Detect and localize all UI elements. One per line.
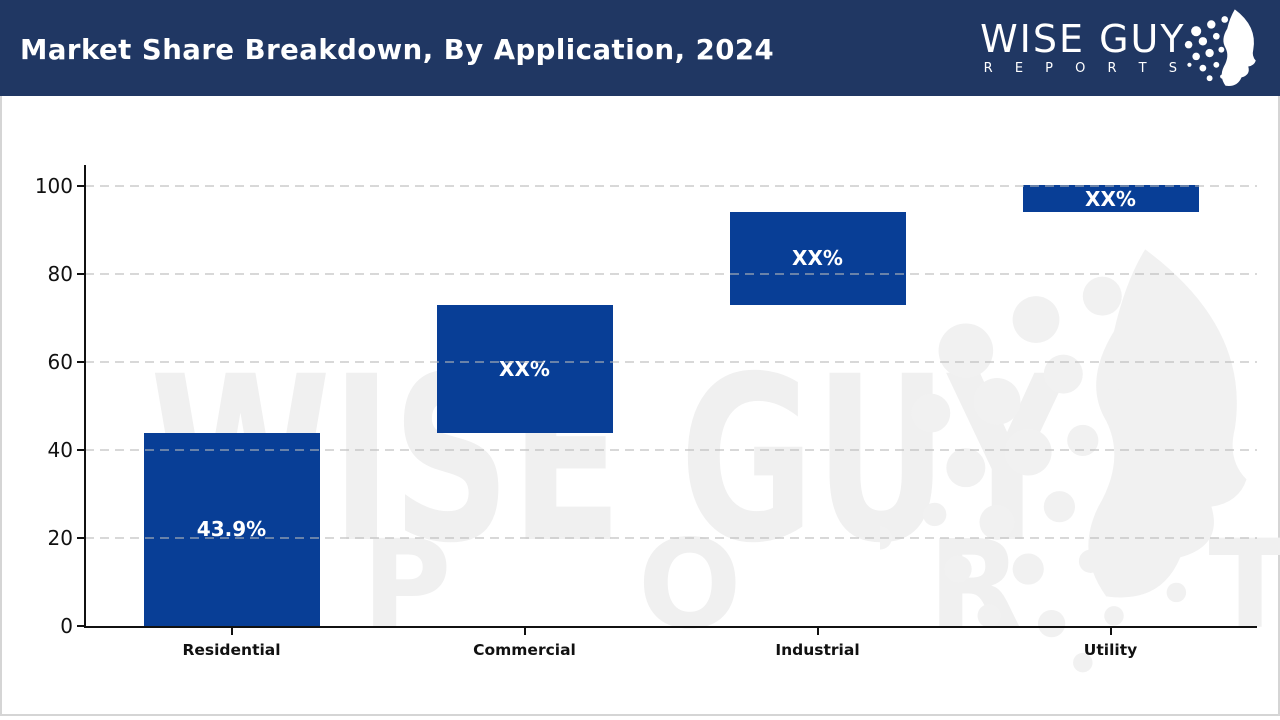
- category-label-residential: Residential: [182, 641, 281, 659]
- page-title: Market Share Breakdown, By Application, …: [20, 34, 775, 66]
- y-tick-mark: [77, 273, 85, 275]
- header: Market Share Breakdown, By Application, …: [0, 0, 1280, 96]
- page-frame: [0, 96, 1280, 716]
- logo-wordmark: WISE GUY: [980, 16, 1186, 61]
- gridline-20: [85, 537, 1257, 539]
- gridline-80: [85, 273, 1257, 275]
- y-axis: [84, 165, 86, 628]
- x-tick-mark: [230, 628, 233, 635]
- brand-logo-text: WISE GUY R E P O R T S: [980, 16, 1186, 77]
- y-tick-mark: [77, 449, 85, 451]
- x-tick-mark: [1109, 628, 1112, 635]
- bar-value-label: XX%: [1085, 186, 1136, 211]
- y-tick-label: 40: [47, 438, 73, 462]
- bar-value-label: XX%: [792, 246, 843, 271]
- gridline-60: [85, 361, 1257, 363]
- y-tick-label: 60: [47, 350, 73, 374]
- y-tick-label: 80: [47, 262, 73, 286]
- x-tick-mark: [816, 628, 819, 635]
- category-label-utility: Utility: [1083, 641, 1138, 659]
- bar-industrial: XX%: [729, 211, 906, 305]
- y-tick-mark: [77, 625, 85, 627]
- bar-utility: XX%: [1022, 185, 1199, 212]
- logo-subtext: R E P O R T S: [983, 61, 1186, 77]
- y-tick-mark: [77, 361, 85, 363]
- bar-value-label: XX%: [499, 356, 550, 381]
- y-tick-label: 0: [60, 614, 73, 638]
- gridline-100: [85, 185, 1257, 187]
- category-label-commercial: Commercial: [473, 641, 576, 659]
- x-tick-mark: [523, 628, 526, 635]
- bar-value-label: 43.9%: [196, 517, 267, 542]
- bar-commercial: XX%: [436, 304, 613, 433]
- y-tick-label: 20: [47, 526, 73, 550]
- y-tick-label: 100: [34, 174, 73, 198]
- x-axis: [84, 626, 1257, 628]
- category-label-industrial: Industrial: [775, 641, 860, 659]
- brand-logo: WISE GUY R E P O R T S: [980, 6, 1266, 90]
- y-tick-mark: [77, 185, 85, 187]
- y-tick-mark: [77, 537, 85, 539]
- gridline-40: [85, 449, 1257, 451]
- bar-residential: 43.9%: [143, 432, 320, 626]
- logo-head-icon: [1184, 9, 1256, 87]
